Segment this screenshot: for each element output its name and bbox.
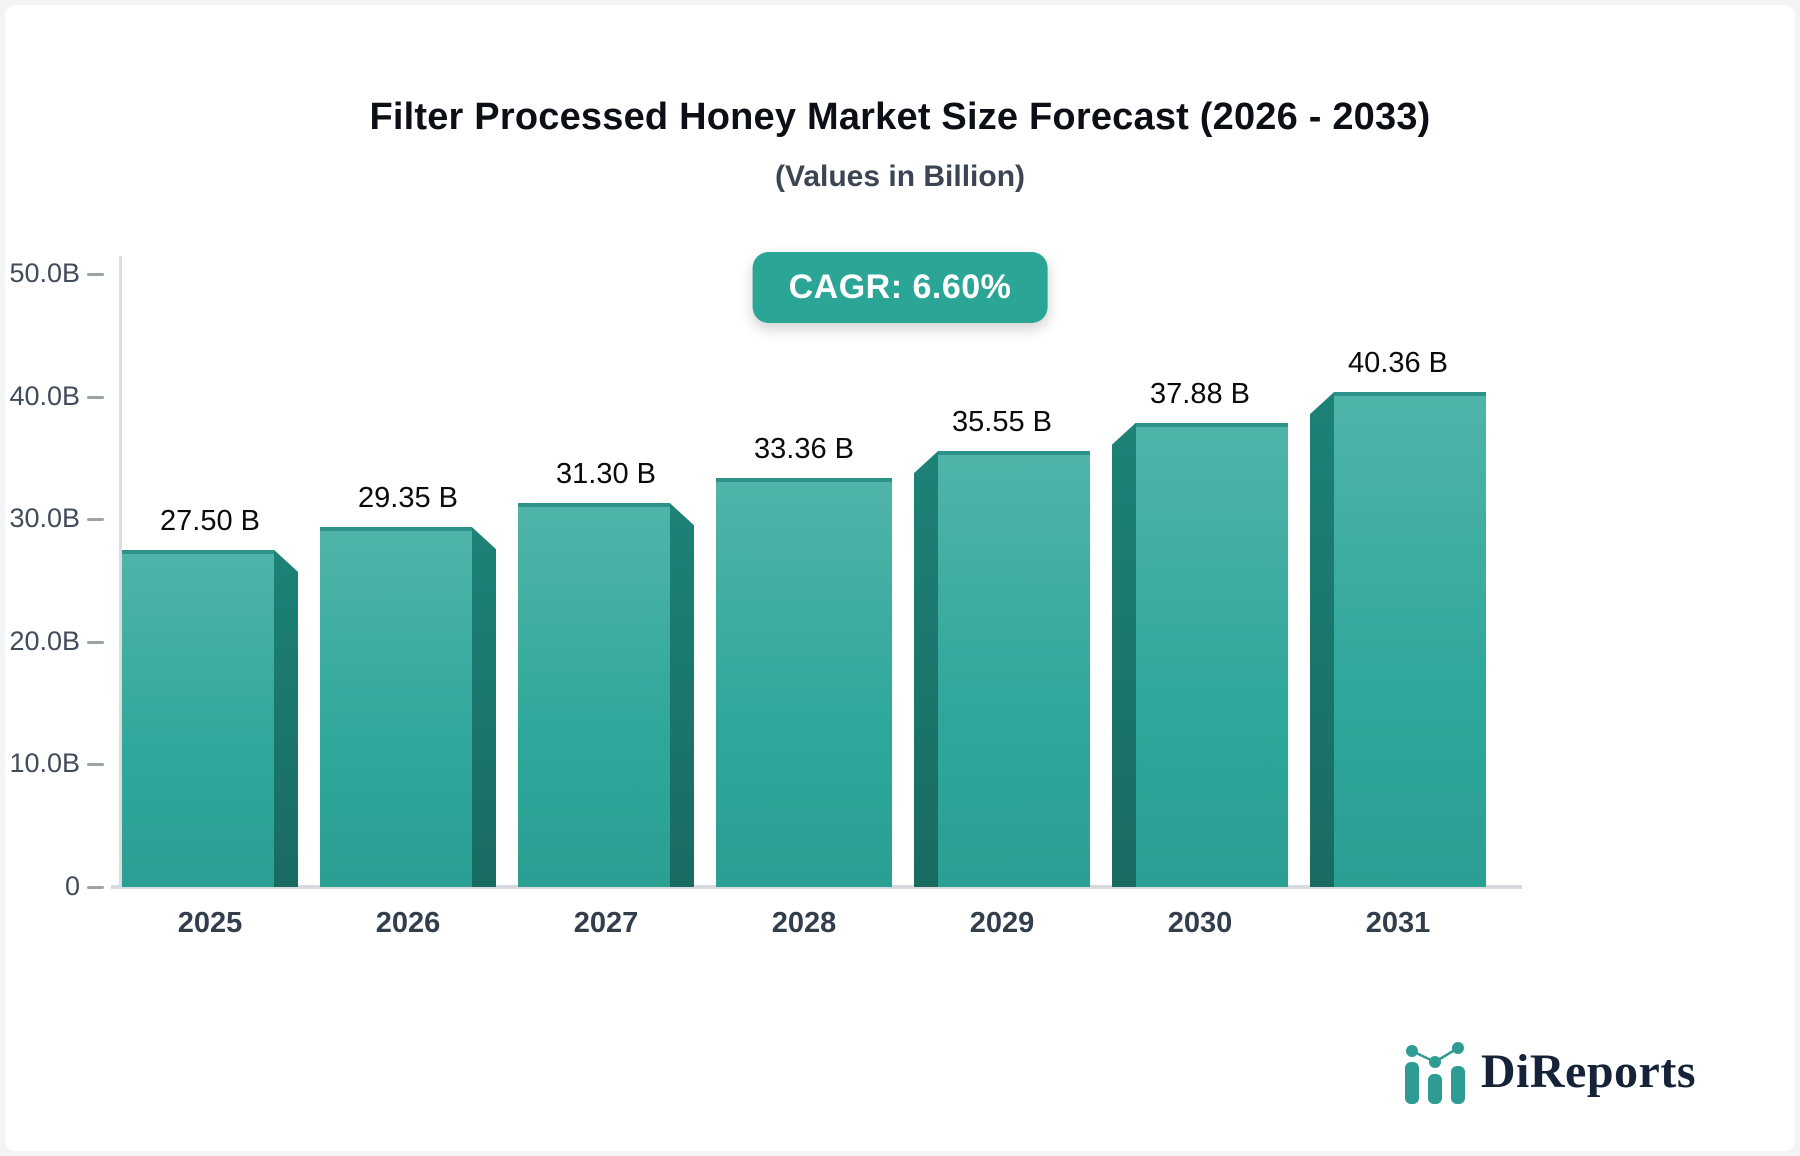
- cagr-badge: CAGR: 6.60%: [752, 252, 1048, 323]
- chart-subtitle: (Values in Billion): [774, 160, 1026, 193]
- bar-3d-side: [670, 503, 694, 887]
- brand-name: DiReports: [1480, 1044, 1696, 1098]
- y-axis-tick: [87, 273, 104, 276]
- y-axis-line: [119, 256, 122, 889]
- chart-card: [5, 5, 1795, 1151]
- bar-value-label: 35.55 B: [952, 406, 1052, 439]
- bar-3d-side: [1310, 392, 1334, 887]
- bar-2d-face: [1334, 392, 1486, 887]
- bar-2d-face: [938, 451, 1090, 887]
- bar-value-label: 33.36 B: [754, 433, 854, 465]
- y-axis-tick-label: 30.0B: [9, 503, 80, 534]
- bar-2d-face: [716, 478, 892, 887]
- y-axis-tick-label: 10.0B: [9, 748, 80, 779]
- y-axis-tick-label: 50.0B: [9, 258, 80, 288]
- bar-value-label: 27.50 B: [160, 504, 260, 537]
- cagr-badge-label: CAGR: 6.60%: [788, 268, 1012, 306]
- x-axis-label: 2030: [1167, 907, 1233, 939]
- bar-value-label: 40.36 B: [1348, 347, 1448, 380]
- x-axis-label: 2028: [771, 907, 837, 939]
- x-axis-label: 2031: [1365, 907, 1431, 939]
- y-axis-tick-label: 40.0B: [9, 380, 80, 411]
- y-axis-tick: [87, 640, 104, 644]
- y-axis-tick-label: 20.0B: [9, 625, 80, 656]
- x-axis-label: 2026: [375, 907, 441, 939]
- bar-3d-side: [1112, 422, 1136, 887]
- bar-value-label: 29.35 B: [358, 482, 458, 515]
- bar-2d-face: [122, 549, 274, 887]
- bar-2d-face: [1136, 422, 1288, 887]
- bar-3d-side: [472, 527, 496, 887]
- bar-value-label: 37.88 B: [1150, 377, 1250, 410]
- brand-logo: DiReports: [1403, 1038, 1696, 1104]
- x-axis-line: [111, 885, 1522, 889]
- bar-2d-face: [518, 503, 670, 887]
- y-axis-tick: [87, 518, 104, 522]
- x-axis-label: 2029: [969, 907, 1035, 939]
- bar-value-label: 31.30 B: [556, 458, 656, 491]
- chart-title: Filter Processed Honey Market Size Forec…: [369, 96, 1431, 138]
- x-axis-label: 2027: [573, 907, 639, 939]
- bar-chart-logo-icon: [1404, 1042, 1465, 1104]
- y-axis-tick: [87, 763, 104, 767]
- y-axis-tick: [87, 886, 104, 889]
- bar-2d-face: [320, 527, 472, 887]
- bar-3d-side: [274, 549, 298, 887]
- y-axis-tick: [87, 395, 104, 399]
- y-axis-tick-label: 0: [64, 871, 80, 901]
- bar-3d-side: [914, 451, 938, 887]
- x-axis-label: 2025: [177, 907, 243, 939]
